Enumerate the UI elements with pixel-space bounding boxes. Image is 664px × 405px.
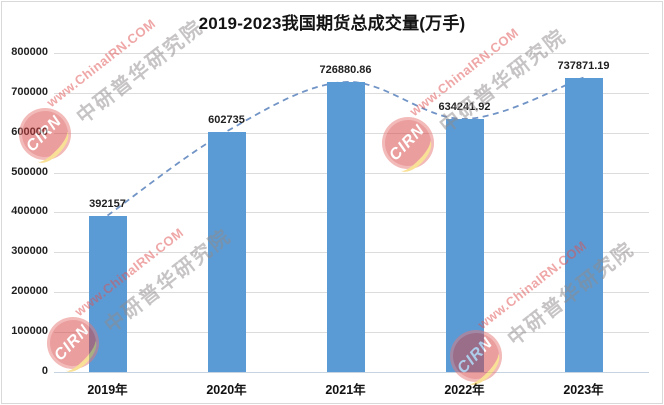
bar-2019年 — [88, 215, 127, 372]
bar-2022年 — [445, 118, 484, 372]
bar-2023年 — [564, 77, 603, 372]
gridline-800000 — [54, 52, 649, 54]
bar-2020年 — [207, 131, 246, 372]
chart-title: 2019-2023我国期货总成交量(万手) — [198, 14, 466, 33]
bar-2021年 — [326, 81, 365, 372]
gridline-0 — [54, 372, 649, 373]
